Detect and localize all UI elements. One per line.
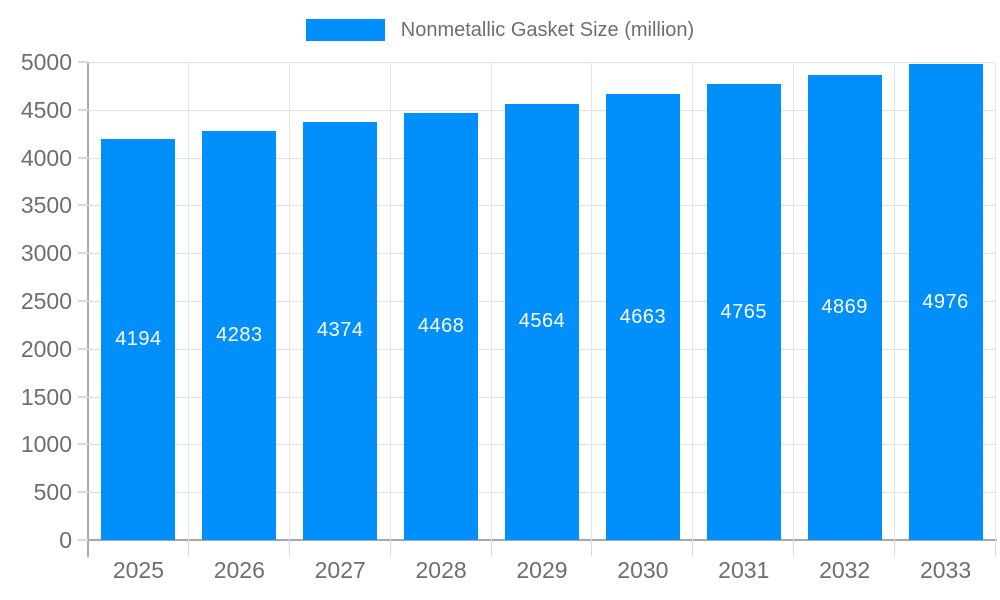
x-axis-label: 2029 xyxy=(516,557,568,583)
legend-label: Nonmetallic Gasket Size (million) xyxy=(400,19,695,41)
x-axis-tick xyxy=(692,540,694,556)
x-axis-tick xyxy=(894,540,896,556)
x-axis-tick xyxy=(793,540,795,556)
y-axis-label: 2500 xyxy=(20,288,72,314)
y-axis-label: 2000 xyxy=(20,335,72,362)
plot-area: 4194 4283 4374 4468 4564 4663 4765 4869 4976 xyxy=(88,62,996,540)
y-axis-tick xyxy=(78,491,88,494)
bar-value-label: 4468 xyxy=(417,314,465,337)
y-axis-label: 3500 xyxy=(20,192,72,219)
gridline-vertical xyxy=(187,62,189,540)
bar[interactable]: 4194 xyxy=(101,139,176,540)
bar-value-label: 4283 xyxy=(216,323,263,346)
y-axis-label: 4500 xyxy=(20,96,72,123)
gridline-vertical xyxy=(995,62,996,540)
x-axis-tick xyxy=(490,540,492,556)
y-axis-tick xyxy=(78,204,88,207)
x-axis-label: 2033 xyxy=(919,557,972,583)
y-axis-label: 1000 xyxy=(20,431,72,458)
bar-value-label: 4976 xyxy=(922,290,969,313)
x-axis-tick xyxy=(288,540,290,556)
y-axis-tick xyxy=(78,347,88,350)
gridline-vertical xyxy=(894,62,896,540)
gridline-vertical xyxy=(692,62,694,540)
bar[interactable]: 4976 xyxy=(908,64,983,540)
bar[interactable]: 4663 xyxy=(605,94,680,540)
x-axis-tick xyxy=(187,540,189,556)
gridline-vertical xyxy=(490,62,492,540)
y-axis-label: 4000 xyxy=(20,144,72,171)
bar[interactable]: 4564 xyxy=(505,103,579,540)
y-axis-label: 5000 xyxy=(20,49,72,75)
y-axis-tick xyxy=(78,108,88,111)
y-axis-label: 1500 xyxy=(20,383,72,410)
bar-value-label: 4765 xyxy=(720,300,768,323)
x-axis-tick xyxy=(995,540,996,556)
gridline-vertical xyxy=(389,62,391,540)
bar-value-label: 4374 xyxy=(316,319,364,342)
x-axis-line xyxy=(87,539,997,541)
gridline-vertical xyxy=(288,62,290,540)
gridline-vertical xyxy=(591,62,593,540)
y-axis-line xyxy=(87,62,89,557)
y-axis-tick xyxy=(78,252,88,255)
bar-value-label: 4564 xyxy=(518,310,566,333)
x-axis-tick xyxy=(389,540,391,556)
bar[interactable]: 4374 xyxy=(303,121,378,540)
x-axis-label: 2028 xyxy=(415,557,467,583)
bar-value-label: 4194 xyxy=(115,328,162,351)
bar[interactable]: 4765 xyxy=(706,84,781,540)
x-axis-label: 2027 xyxy=(314,557,366,583)
x-axis-label: 2030 xyxy=(617,557,669,583)
bar-value-label: 4663 xyxy=(619,305,667,328)
bar-value-label: 4869 xyxy=(821,295,868,318)
bar[interactable]: 4869 xyxy=(807,74,882,540)
y-axis-tick xyxy=(78,300,88,302)
x-axis-label: 2031 xyxy=(718,557,770,583)
bar[interactable]: 4468 xyxy=(404,112,479,540)
y-axis-tick xyxy=(78,156,88,159)
y-axis-label: 3000 xyxy=(20,240,72,267)
gridline-horizontal xyxy=(88,62,996,63)
y-axis-tick xyxy=(78,539,88,541)
bar[interactable]: 4283 xyxy=(202,130,277,540)
legend[interactable]: Nonmetallic Gasket Size (million) xyxy=(0,18,1000,42)
x-axis-label: 2032 xyxy=(819,557,871,583)
x-axis-label: 2025 xyxy=(112,557,165,583)
y-axis-label: 0 xyxy=(59,527,72,553)
y-axis-tick xyxy=(78,395,88,398)
y-axis-label: 500 xyxy=(33,479,72,506)
legend-swatch-icon xyxy=(305,19,385,41)
x-axis-label: 2026 xyxy=(213,557,265,583)
gridline-vertical xyxy=(793,62,795,540)
x-axis-tick xyxy=(591,540,593,556)
y-axis-tick xyxy=(78,61,88,63)
y-axis-tick xyxy=(78,443,88,446)
